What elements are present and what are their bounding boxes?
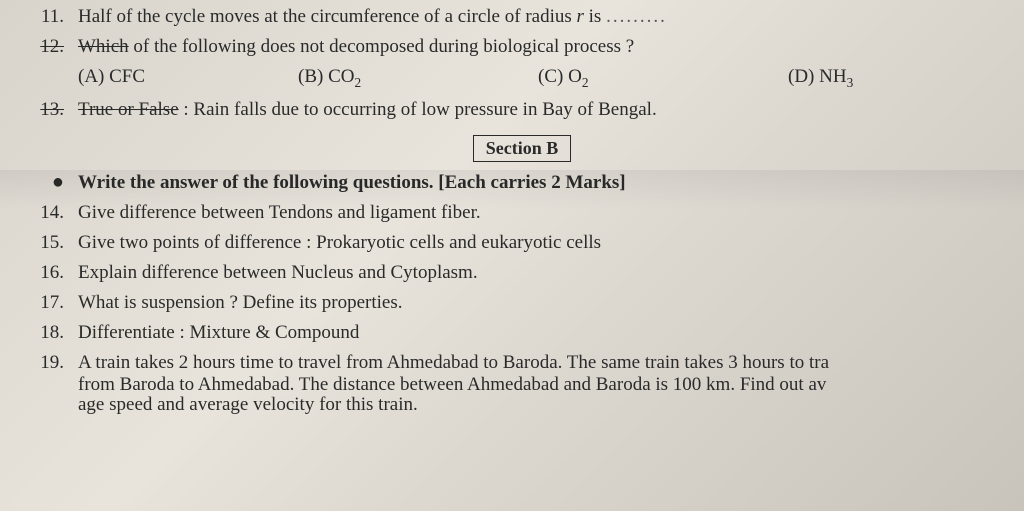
q14-text: Give difference between Tendons and liga… xyxy=(78,202,1014,224)
q12-option-b: (B) CO2 xyxy=(298,66,538,91)
question-19: 19. A train takes 2 hours time to travel… xyxy=(30,352,1014,374)
q16-number: 16. xyxy=(30,262,78,284)
question-17: 17. What is suspension ? Define its prop… xyxy=(30,292,1014,314)
q15-number: 15. xyxy=(30,232,78,254)
q12-strike-word: Which xyxy=(78,36,129,57)
instruction-row: ● Write the answer of the following ques… xyxy=(30,172,1014,194)
q13-number: 13. xyxy=(30,99,78,121)
q11-text-part1: Half of the cycle moves at the circumfer… xyxy=(78,6,577,27)
section-b-wrap: Section B xyxy=(30,129,1014,172)
q12-d-pre: (D) NH xyxy=(788,66,847,87)
question-14: 14. Give difference between Tendons and … xyxy=(30,202,1014,224)
q12-option-a: (A) CFC xyxy=(78,66,298,91)
question-18: 18. Differentiate : Mixture & Compound xyxy=(30,322,1014,344)
q12-option-d: (D) NH3 xyxy=(788,66,853,91)
q12-number: 12. xyxy=(30,36,78,58)
q16-text: Explain difference between Nucleus and C… xyxy=(78,262,1014,284)
q11-text: Half of the cycle moves at the circumfer… xyxy=(78,6,1014,28)
q12-options: (A) CFC (B) CO2 (C) O2 (D) NH3 xyxy=(78,66,1014,91)
q19-number: 19. xyxy=(30,352,78,374)
q17-number: 17. xyxy=(30,292,78,314)
q11-text-part2: is xyxy=(584,6,606,27)
q15-text: Give two points of difference : Prokaryo… xyxy=(78,232,1014,254)
q19-line1: A train takes 2 hours time to travel fro… xyxy=(78,352,1014,374)
question-13: 13. True or False : Rain falls due to oc… xyxy=(30,99,1014,121)
q14-number: 14. xyxy=(30,202,78,224)
q18-number: 18. xyxy=(30,322,78,344)
q12-d-sub: 3 xyxy=(847,75,854,90)
q13-label: True or False xyxy=(78,99,179,120)
q12-c-sub: 2 xyxy=(582,75,589,90)
q11-blank: ......... xyxy=(606,6,667,27)
q12-b-pre: (B) CO xyxy=(298,66,354,87)
q18-text: Differentiate : Mixture & Compound xyxy=(78,322,1014,344)
q19-line3: age speed and average velocity for this … xyxy=(78,394,1014,416)
q12-text: Which of the following does not decompos… xyxy=(78,36,1014,58)
question-15: 15. Give two points of difference : Prok… xyxy=(30,232,1014,254)
bullet-icon: ● xyxy=(30,172,78,192)
question-11: 11. Half of the cycle moves at the circu… xyxy=(30,6,1014,28)
question-12: 12. Which of the following does not deco… xyxy=(30,36,1014,58)
instruction-text: Write the answer of the following questi… xyxy=(78,172,626,194)
q12-option-c: (C) O2 xyxy=(538,66,788,91)
q13-body: : Rain falls due to occurring of low pre… xyxy=(179,99,657,120)
q19-line2: from Baroda to Ahmedabad. The distance b… xyxy=(78,374,1014,396)
q11-number: 11. xyxy=(30,6,78,28)
q12-c-pre: (C) O xyxy=(538,66,582,87)
q11-var: r xyxy=(577,6,584,27)
q12-b-sub: 2 xyxy=(354,75,361,90)
question-16: 16. Explain difference between Nucleus a… xyxy=(30,262,1014,284)
section-b-box: Section B xyxy=(473,135,572,162)
q13-text: True or False : Rain falls due to occurr… xyxy=(78,99,1014,121)
q17-text: What is suspension ? Define its properti… xyxy=(78,292,1014,314)
